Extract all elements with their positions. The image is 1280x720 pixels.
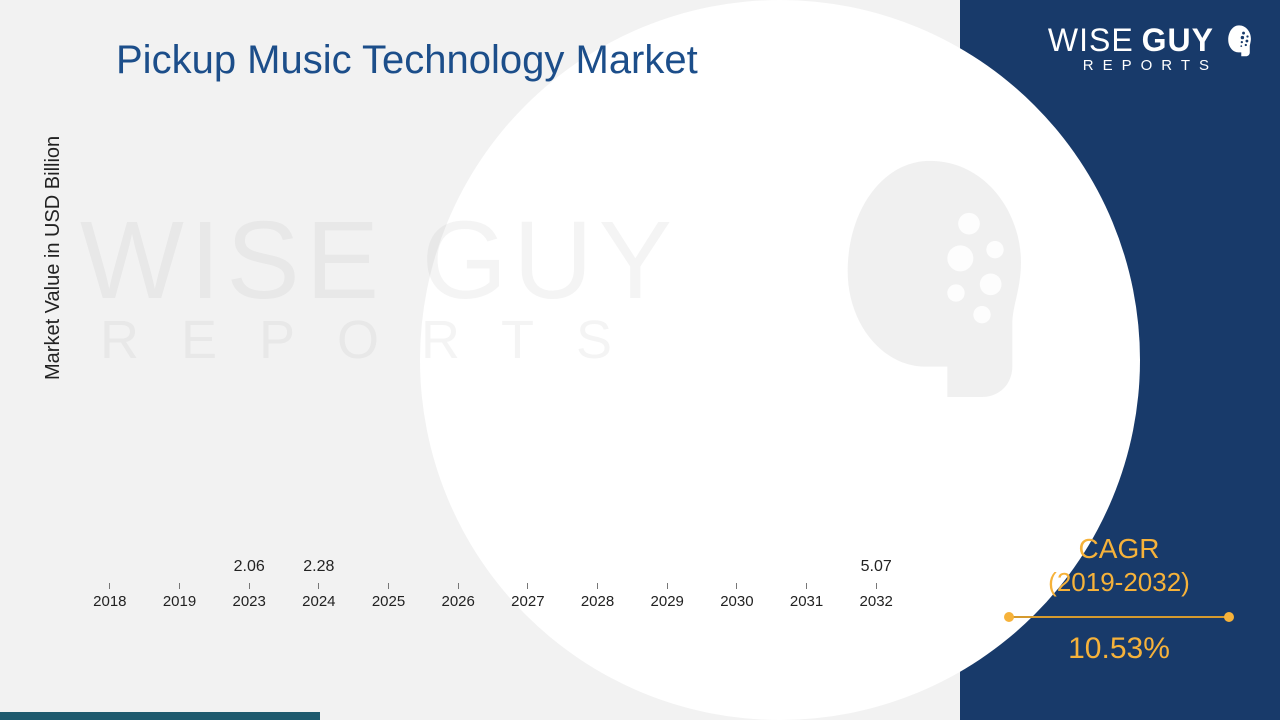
x-tick: 2023: [223, 589, 275, 610]
y-axis-label: Market Value in USD Billion: [42, 136, 65, 380]
x-tick-mark: [109, 583, 110, 589]
bottom-accent-strip: [0, 712, 320, 720]
x-tick: 2029: [641, 589, 693, 610]
bar-value-label: 2.06: [223, 558, 275, 576]
x-tick: 2018: [84, 589, 136, 610]
x-tick-mark: [458, 583, 459, 589]
stage: WISE GUY REPORTS Pickup Music Technology…: [0, 0, 1280, 720]
x-tick: 2024: [293, 589, 345, 610]
x-tick-mark: [318, 583, 319, 589]
x-tick-mark: [876, 583, 877, 589]
x-tick-label: 2026: [442, 593, 475, 610]
cagr-divider: [1009, 616, 1229, 618]
bars-container: 2.06 2.28 5.07: [78, 150, 908, 580]
x-tick-label: 2019: [163, 593, 196, 610]
x-tick-label: 2024: [302, 593, 335, 610]
x-tick: 2031: [781, 589, 833, 610]
x-tick-mark: [736, 583, 737, 589]
x-tick: 2019: [154, 589, 206, 610]
x-tick-label: 2023: [232, 593, 265, 610]
x-tick: 2032: [850, 589, 902, 610]
x-tick-mark: [388, 583, 389, 589]
x-tick-mark: [667, 583, 668, 589]
x-tick-label: 2032: [860, 593, 893, 610]
x-tick-label: 2031: [790, 593, 823, 610]
x-tick-label: 2025: [372, 593, 405, 610]
brand-sub: REPORTS: [1048, 57, 1256, 74]
bar-chart: 2.06 2.28 5.07 2018 2019 2023 2024 2025 2026 202…: [78, 150, 908, 620]
x-tick-label: 2030: [720, 593, 753, 610]
cagr-value: 10.53%: [994, 632, 1244, 666]
bar-value-label: 5.07: [850, 558, 902, 576]
x-tick-mark: [527, 583, 528, 589]
x-tick: 2027: [502, 589, 554, 610]
x-tick-label: 2028: [581, 593, 614, 610]
x-tick: 2026: [432, 589, 484, 610]
cagr-label: CAGR: [994, 533, 1244, 565]
chart-plot-area: 2.062.285.07 201820192023202420252026202…: [78, 150, 908, 580]
x-tick-label: 2018: [93, 593, 126, 610]
x-axis: 2018 2019 2023 2024 2025 2026 2027 2028 2029 2030…: [78, 589, 908, 610]
brand-head-icon: [1222, 24, 1256, 58]
page-title: Pickup Music Technology Market: [116, 38, 698, 83]
x-tick: 2025: [363, 589, 415, 610]
brand-logo: WISE GUY REPORTS: [1048, 22, 1256, 74]
brand-word-wise: WISE: [1048, 22, 1134, 59]
cagr-range: (2019-2032): [994, 567, 1244, 598]
x-tick-mark: [597, 583, 598, 589]
x-tick: 2028: [572, 589, 624, 610]
x-tick: 2030: [711, 589, 763, 610]
x-tick-label: 2029: [651, 593, 684, 610]
x-tick-mark: [806, 583, 807, 589]
cagr-panel: CAGR (2019-2032) 10.53%: [994, 533, 1244, 666]
bar-value-label: 2.28: [293, 558, 345, 576]
brand-word-guy: GUY: [1142, 22, 1214, 59]
x-tick-mark: [249, 583, 250, 589]
x-tick-label: 2027: [511, 593, 544, 610]
x-tick-mark: [179, 583, 180, 589]
brand-name: WISE GUY: [1048, 22, 1256, 59]
